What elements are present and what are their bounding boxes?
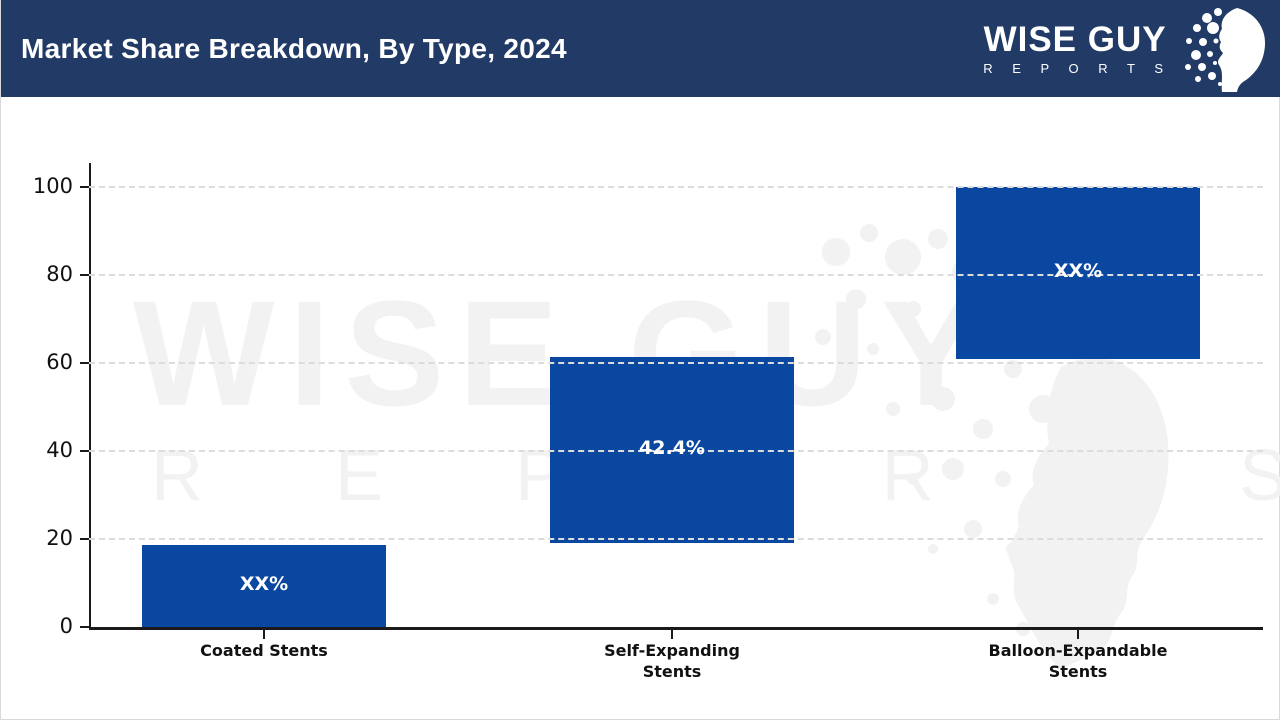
bar-label-2: XX% <box>1053 259 1103 282</box>
category-label-line: Self-Expanding <box>604 641 740 660</box>
y-tick-0 <box>80 626 89 628</box>
x-tick-1 <box>671 630 673 639</box>
header-bar: Market Share Breakdown, By Type, 2024 WI… <box>1 0 1280 97</box>
wiseguy-logo: WISE GUY R E P O R T S <box>979 0 1280 97</box>
bar-label-1: 42.4% <box>639 437 705 460</box>
y-tick-40 <box>80 450 89 452</box>
category-label-1: Self-Expanding Stents <box>522 640 822 682</box>
logo-text: WISE GUY R E P O R T S <box>979 22 1171 75</box>
y-tick-label-20: 20 <box>46 526 73 550</box>
x-tick-2 <box>1077 630 1079 639</box>
category-label-line: Coated Stents <box>200 641 328 660</box>
bar-2 <box>956 187 1200 359</box>
gridline-60 <box>89 362 1263 364</box>
y-tick-20 <box>80 538 89 540</box>
category-label-0: Coated Stents <box>114 640 414 661</box>
gridline-40 <box>89 450 1263 452</box>
y-tick-100 <box>80 186 89 188</box>
gridline-20 <box>89 538 1263 540</box>
logo-subtitle: R E P O R T S <box>983 61 1171 76</box>
category-label-line: Stents <box>642 662 702 681</box>
y-tick-80 <box>80 274 89 276</box>
category-label-line: Stents <box>1048 662 1108 681</box>
x-axis-spine <box>89 627 1263 630</box>
bar-0 <box>142 545 386 627</box>
y-tick-label-0: 0 <box>59 614 73 638</box>
gridline-80 <box>89 274 1263 276</box>
y-tick-label-100: 100 <box>32 174 73 198</box>
bar-label-0: XX% <box>239 573 289 596</box>
category-label-2: Balloon-Expandable Stents <box>928 640 1228 682</box>
chart-title: Market Share Breakdown, By Type, 2024 <box>21 32 567 64</box>
logo-name: WISE GUY <box>983 20 1167 59</box>
dotted-head-icon <box>1185 7 1266 92</box>
y-tick-label-60: 60 <box>46 350 73 374</box>
category-label-line: Balloon-Expandable <box>988 641 1168 660</box>
y-tick-60 <box>80 362 89 364</box>
y-tick-label-40: 40 <box>46 438 73 462</box>
y-tick-label-80: 80 <box>46 262 73 286</box>
y-axis-spine <box>89 163 91 629</box>
x-tick-0 <box>263 630 265 639</box>
gridline-100 <box>89 186 1263 188</box>
